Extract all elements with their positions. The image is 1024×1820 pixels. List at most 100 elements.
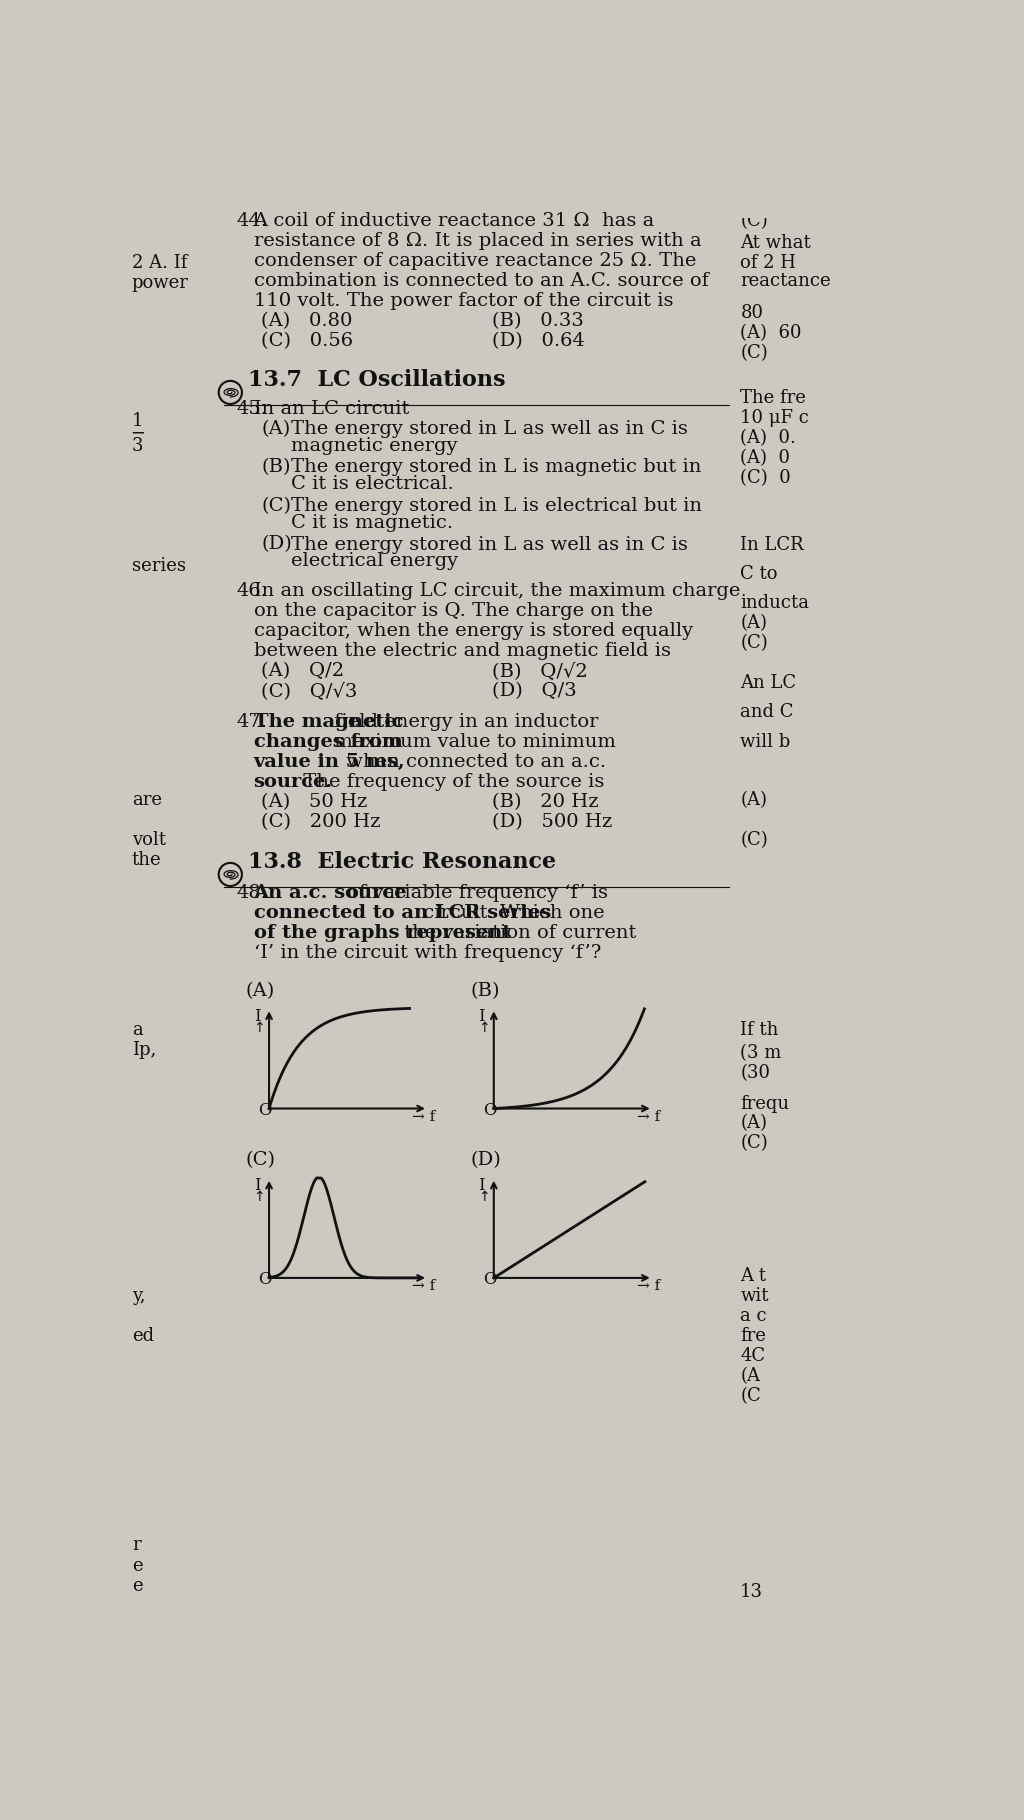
- Text: O: O: [483, 1101, 497, 1119]
- Text: (A): (A): [740, 1114, 767, 1132]
- Text: y,: y,: [132, 1287, 145, 1305]
- Text: The energy stored in L is electrical but in: The energy stored in L is electrical but…: [291, 497, 701, 515]
- Text: → f: → f: [413, 1279, 435, 1294]
- Text: on the capacitor is Q. The charge on the: on the capacitor is Q. The charge on the: [254, 602, 652, 621]
- Text: C it is magnetic.: C it is magnetic.: [291, 513, 453, 531]
- Text: (D)   500 Hz: (D) 500 Hz: [493, 814, 612, 830]
- Text: the variation of current: the variation of current: [398, 923, 636, 941]
- Text: C it is electrical.: C it is electrical.: [291, 475, 454, 493]
- Text: The frequency of the source is: The frequency of the source is: [297, 774, 604, 790]
- Text: (A: (A: [740, 1367, 760, 1385]
- Text: (D)   Q/3: (D) Q/3: [493, 682, 577, 701]
- Text: 4C: 4C: [740, 1347, 765, 1365]
- Text: (C)   0.56: (C) 0.56: [261, 333, 353, 349]
- Text: (C): (C): [740, 832, 768, 850]
- Text: value in 5 ms,: value in 5 ms,: [254, 753, 406, 770]
- Text: → f: → f: [413, 1110, 435, 1123]
- Text: The magnetic: The magnetic: [254, 713, 403, 730]
- Text: (D): (D): [471, 1152, 502, 1170]
- Text: series: series: [132, 557, 186, 575]
- Text: and C: and C: [740, 703, 794, 721]
- Text: → f: → f: [637, 1110, 660, 1123]
- Text: The energy stored in L as well as in C is: The energy stored in L as well as in C i…: [291, 420, 688, 439]
- Text: resistance of 8 Ω. It is placed in series with a: resistance of 8 Ω. It is placed in serie…: [254, 233, 701, 249]
- Text: In an LC circuit: In an LC circuit: [254, 400, 409, 419]
- Text: ↑: ↑: [254, 1021, 265, 1034]
- Text: wit: wit: [740, 1287, 769, 1305]
- Text: (30: (30: [740, 1063, 770, 1081]
- Text: (A): (A): [261, 420, 291, 439]
- Text: power: power: [132, 273, 188, 291]
- Text: 13.8  Electric Resonance: 13.8 Electric Resonance: [248, 852, 556, 874]
- Text: (C): (C): [740, 1134, 768, 1152]
- Text: (C)   200 Hz: (C) 200 Hz: [261, 814, 381, 830]
- Text: of variable frequency ‘f’ is: of variable frequency ‘f’ is: [341, 883, 608, 901]
- Text: The energy stored in L as well as in C is: The energy stored in L as well as in C i…: [291, 535, 688, 553]
- Text: fre: fre: [740, 1327, 766, 1345]
- Text: (B)   20 Hz: (B) 20 Hz: [493, 794, 599, 810]
- Text: The fre: The fre: [740, 389, 806, 408]
- Text: e: e: [132, 1556, 142, 1574]
- Text: maximum value to minimum: maximum value to minimum: [328, 733, 615, 750]
- Text: ‘I’ in the circuit with frequency ‘f’?: ‘I’ in the circuit with frequency ‘f’?: [254, 943, 601, 961]
- Text: (B)   Q/√2: (B) Q/√2: [493, 662, 588, 681]
- Text: C to: C to: [740, 564, 778, 582]
- Text: (C): (C): [261, 497, 291, 515]
- Text: 48.: 48.: [237, 883, 267, 901]
- Text: of the graphs represent: of the graphs represent: [254, 923, 511, 941]
- Text: connected to an LCR series: connected to an LCR series: [254, 903, 551, 921]
- Text: 45.: 45.: [237, 400, 267, 419]
- Text: (A)  60: (A) 60: [740, 324, 802, 342]
- Text: (A)  0.: (A) 0.: [740, 430, 796, 448]
- Text: (C)  0: (C) 0: [740, 470, 791, 488]
- Text: (B): (B): [261, 459, 291, 477]
- Text: In an oscillating LC circuit, the maximum charge: In an oscillating LC circuit, the maximu…: [254, 582, 740, 601]
- Text: → f: → f: [637, 1279, 660, 1294]
- Text: ↑: ↑: [254, 1190, 265, 1203]
- Text: I: I: [478, 1178, 485, 1194]
- Text: 44.: 44.: [237, 213, 267, 229]
- Text: 47.: 47.: [237, 713, 267, 730]
- Text: between the electric and magnetic field is: between the electric and magnetic field …: [254, 642, 671, 661]
- Text: inducta: inducta: [740, 593, 809, 612]
- Text: An LC: An LC: [740, 673, 797, 692]
- Text: a: a: [132, 1021, 142, 1039]
- Text: frequ: frequ: [740, 1094, 790, 1112]
- Text: O: O: [483, 1270, 497, 1289]
- Text: a c: a c: [740, 1307, 767, 1325]
- Text: 110 volt. The power factor of the circuit is: 110 volt. The power factor of the circui…: [254, 293, 673, 309]
- Text: 80: 80: [740, 304, 763, 322]
- Text: ed: ed: [132, 1327, 154, 1345]
- Text: I: I: [478, 1008, 485, 1025]
- Text: r: r: [132, 1536, 140, 1554]
- Text: 3: 3: [132, 437, 143, 455]
- Text: e: e: [132, 1576, 142, 1594]
- Text: A coil of inductive reactance 31 Ω  has a: A coil of inductive reactance 31 Ω has a: [254, 213, 654, 229]
- Text: 2 A. If: 2 A. If: [132, 253, 187, 271]
- Text: (C): (C): [740, 213, 768, 229]
- Text: combination is connected to an A.C. source of: combination is connected to an A.C. sour…: [254, 273, 709, 289]
- Text: (A): (A): [740, 792, 767, 810]
- Text: electrical energy: electrical energy: [291, 553, 458, 570]
- Text: the: the: [132, 852, 162, 870]
- Text: In LCR: In LCR: [740, 535, 804, 553]
- Text: are: are: [132, 792, 162, 810]
- Text: (C): (C): [740, 344, 768, 362]
- Text: The energy stored in L is magnetic but in: The energy stored in L is magnetic but i…: [291, 459, 701, 477]
- Text: O: O: [258, 1270, 271, 1289]
- Text: source.: source.: [254, 774, 333, 790]
- Text: will b: will b: [740, 733, 791, 750]
- Text: (C): (C): [246, 1152, 275, 1170]
- Text: 46.: 46.: [237, 582, 267, 601]
- Text: capacitor, when the energy is stored equally: capacitor, when the energy is stored equ…: [254, 622, 692, 641]
- Text: (A)   0.80: (A) 0.80: [261, 313, 352, 329]
- Text: (C): (C): [740, 633, 768, 652]
- Text: I: I: [254, 1178, 260, 1194]
- Text: 13: 13: [740, 1583, 763, 1602]
- Text: I: I: [254, 1008, 260, 1025]
- Text: reactance: reactance: [740, 273, 830, 289]
- Text: (A): (A): [740, 613, 767, 632]
- Text: (A): (A): [246, 983, 275, 1001]
- Text: ─: ─: [132, 424, 142, 442]
- Text: (B): (B): [471, 983, 500, 1001]
